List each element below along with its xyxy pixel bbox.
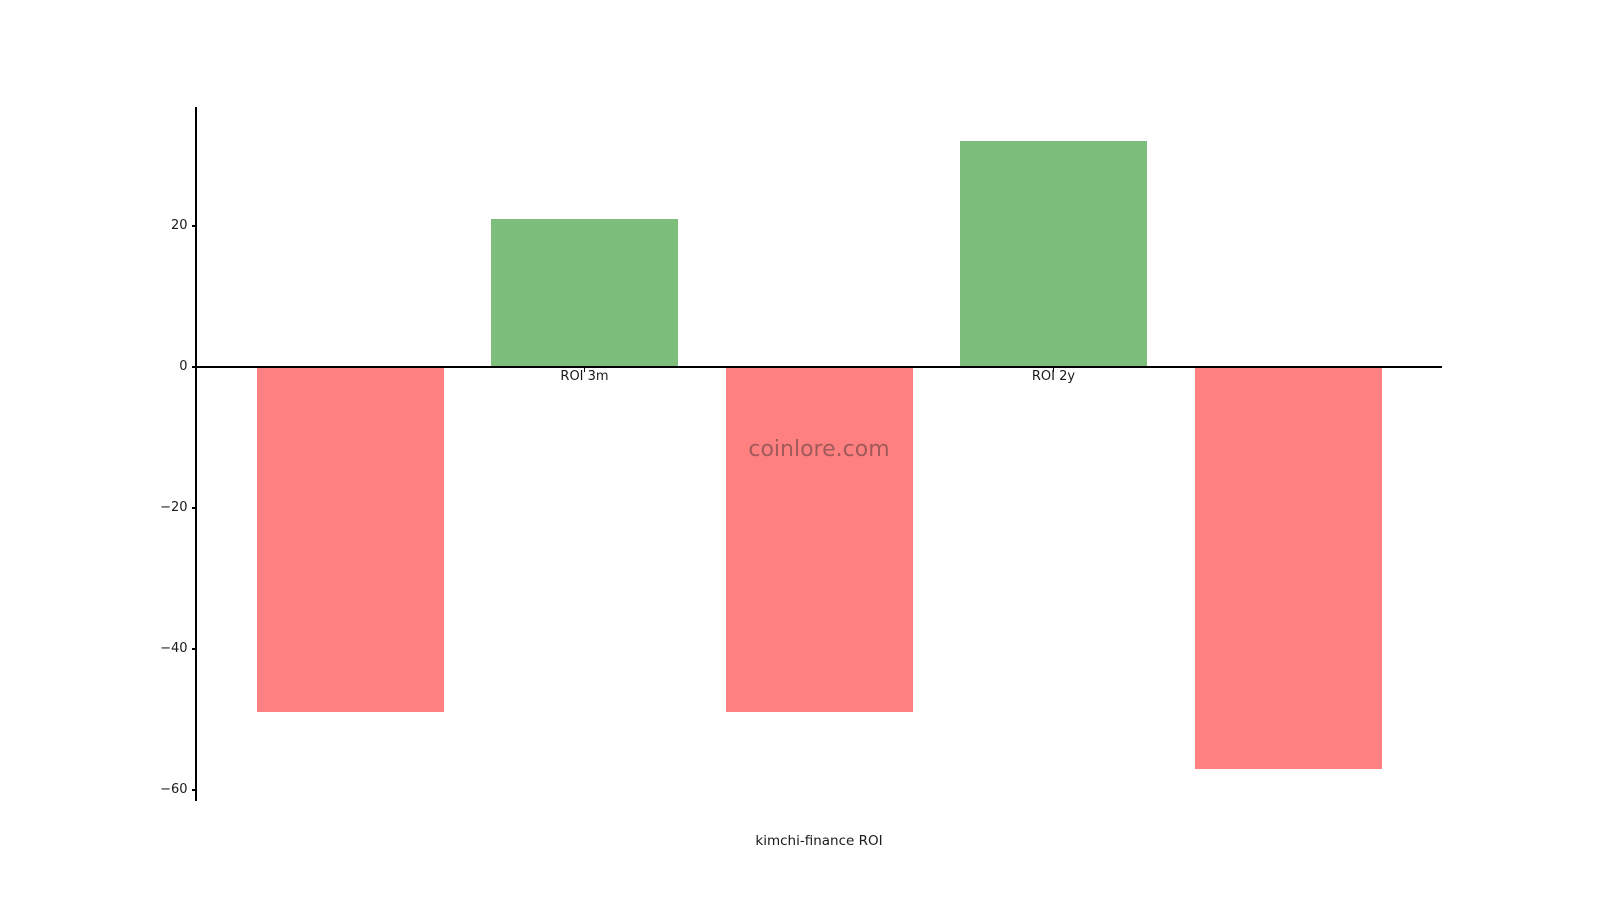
x-tick-label-roi-2y: ROI 2y [1031,369,1076,384]
y-axis-tick [191,366,196,368]
y-axis-tick [191,648,196,650]
y-tick-label: 20 [170,218,188,233]
bar-bar-5 [1194,367,1382,769]
x-axis-tick [583,367,586,372]
bar-roi-3m [491,218,678,367]
y-tick-label: −60 [160,782,188,797]
y-tick-label: −20 [160,500,188,515]
y-axis-spine [195,107,197,801]
y-axis-tick [191,789,196,791]
watermark: coinlore.com [748,437,890,462]
y-tick-label: −40 [160,641,188,656]
bar-bar-3 [725,367,913,713]
y-axis-tick [191,507,196,509]
zero-baseline [196,366,1442,368]
y-axis-tick [191,225,196,227]
bar-roi-2y [960,141,1147,367]
y-tick-label: 0 [179,359,188,374]
bar-bar-1 [256,367,444,713]
chart-title: kimchi-finance ROI [755,833,883,849]
x-axis-tick [1052,367,1055,372]
x-tick-label-roi-3m: ROI 3m [560,369,609,384]
